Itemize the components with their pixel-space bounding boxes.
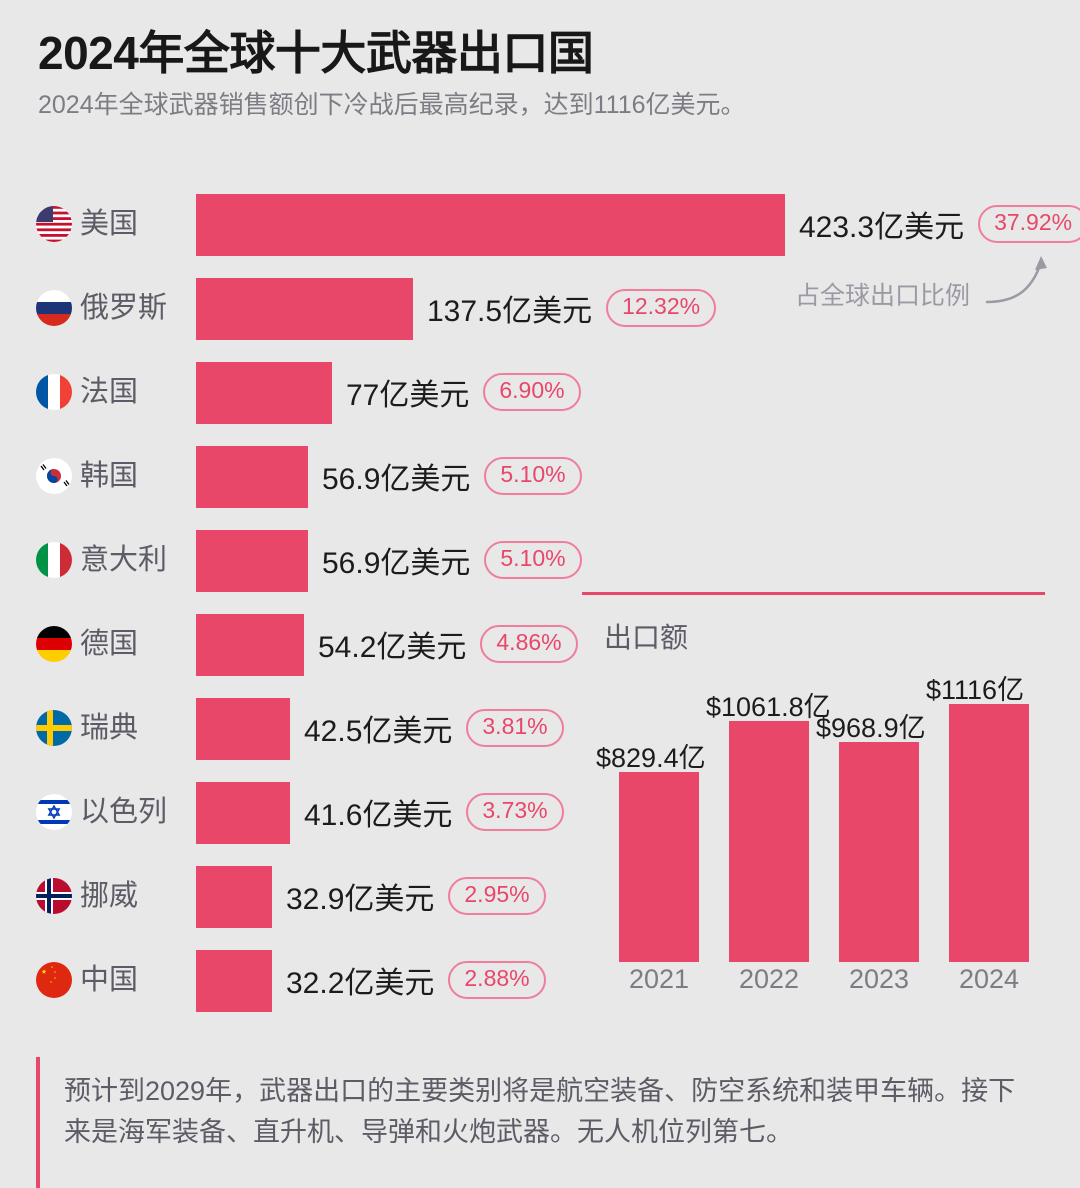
- value-group: 56.9亿美元 5.10%: [322, 454, 582, 498]
- flag-de-icon: [36, 626, 72, 662]
- inset-divider: [582, 592, 1045, 595]
- inset-x-tick-label: 2021: [628, 964, 690, 994]
- value-group: 54.2亿美元 4.86%: [318, 622, 578, 666]
- country-label: 中国: [80, 964, 139, 996]
- page-title: 2024年全球十大武器出口国: [38, 27, 594, 79]
- table-row[interactable]: 以色列 41.6亿美元 3.73%: [0, 774, 1080, 858]
- value-label: 32.2亿美元: [286, 967, 435, 1000]
- table-row[interactable]: 俄罗斯 137.5亿美元 12.32%: [0, 270, 1080, 354]
- flag-kr-icon: [36, 458, 72, 494]
- inset-chart-title: 出口额: [604, 622, 689, 653]
- value-bar: [196, 446, 308, 508]
- inset-bar-value-label: $1116亿: [926, 675, 1025, 705]
- share-badge: 12.32%: [606, 289, 717, 327]
- inset-bar: [839, 742, 919, 962]
- value-label: 77亿美元: [346, 379, 470, 412]
- table-row[interactable]: 中国 32.2亿美元 2.88%: [0, 942, 1080, 1026]
- table-row[interactable]: 瑞典 42.5亿美元 3.81%: [0, 690, 1080, 774]
- table-row[interactable]: 挪威 32.9亿美元 2.95%: [0, 858, 1080, 942]
- country-label: 韩国: [80, 460, 139, 492]
- value-bar: [196, 698, 290, 760]
- page-subtitle: 2024年全球武器销售额创下冷战后最高纪录，达到1116亿美元。: [38, 90, 746, 119]
- value-bar: [196, 362, 332, 424]
- share-badge: 2.95%: [448, 877, 546, 915]
- share-badge: 4.86%: [480, 625, 578, 663]
- value-label: 42.5亿美元: [304, 715, 453, 748]
- inset-x-tick-label: 2022: [738, 964, 800, 994]
- flag-it-icon: [36, 542, 72, 578]
- value-label: 54.2亿美元: [318, 631, 467, 664]
- country-label: 法国: [80, 376, 139, 408]
- value-label: 137.5亿美元: [427, 295, 593, 328]
- value-bar: [196, 278, 413, 340]
- share-badge: 5.10%: [484, 541, 582, 579]
- header: 2024年全球十大武器出口国 2024年全球武器销售额创下冷战后最高纪录，达到1…: [38, 27, 1048, 121]
- country-label: 挪威: [80, 880, 139, 912]
- value-label: 56.9亿美元: [322, 547, 471, 580]
- export-trend-chart: 出口额 $829.4亿 2021 $1061.8亿 2022 $968.9亿 2023 $1…: [582, 592, 1048, 1002]
- share-badge: 3.73%: [466, 793, 564, 831]
- value-bar: [196, 782, 290, 844]
- value-group: 56.9亿美元 5.10%: [322, 538, 582, 582]
- value-label: 423.3亿美元: [799, 211, 965, 244]
- value-bar: [196, 614, 304, 676]
- value-bar: [196, 866, 272, 928]
- table-row[interactable]: 意大利 56.9亿美元 5.10%: [0, 522, 1080, 606]
- share-badge: 37.92%: [978, 205, 1080, 243]
- share-badge: 2.88%: [448, 961, 546, 999]
- footnote-text: 预计到2029年，武器出口的主要类别将是航空装备、防空系统和装甲车辆。接下来是海…: [64, 1076, 1016, 1148]
- value-group: 77亿美元 6.90%: [346, 370, 581, 414]
- flag-no-icon: [36, 878, 72, 914]
- inset-bar: [949, 704, 1029, 962]
- table-row[interactable]: 法国 77亿美元 6.90%: [0, 354, 1080, 438]
- share-badge: 3.81%: [466, 709, 564, 747]
- inset-bar-value-label: $968.9亿: [816, 713, 926, 743]
- flag-us-icon: [36, 206, 72, 242]
- table-row[interactable]: 德国 54.2亿美元 4.86%: [0, 606, 1080, 690]
- value-group: 41.6亿美元 3.73%: [304, 790, 564, 834]
- share-badge: 5.10%: [484, 457, 582, 495]
- share-badge: 6.90%: [483, 373, 581, 411]
- inset-bar: [619, 772, 699, 962]
- inset-bar: [729, 721, 809, 962]
- value-group: 137.5亿美元 12.32%: [427, 286, 717, 330]
- value-group: 42.5亿美元 3.81%: [304, 706, 564, 750]
- country-label: 瑞典: [80, 712, 139, 744]
- inset-plot-area: $829.4亿 2021 $1061.8亿 2022 $968.9亿 2023 $1116亿…: [582, 592, 1048, 994]
- value-label: 41.6亿美元: [304, 799, 453, 832]
- share-annotation-label: 占全球出口比例: [795, 282, 971, 310]
- footnote-accent-bar: [36, 1057, 40, 1188]
- flag-il-icon: [36, 794, 72, 830]
- inset-x-tick-label: 2023: [848, 964, 910, 994]
- value-label: 56.9亿美元: [322, 463, 471, 496]
- value-bar: [196, 950, 272, 1012]
- country-label: 意大利: [80, 544, 168, 576]
- value-group: 32.9亿美元 2.95%: [286, 874, 546, 918]
- inset-x-tick-label: 2024: [958, 964, 1020, 994]
- country-label: 俄罗斯: [80, 292, 168, 324]
- country-bar-list: 美国 423.3亿美元 37.92% 俄罗斯 137.5亿美元 12.32% 法国 77亿美元…: [0, 186, 1080, 1026]
- value-bar: [196, 194, 785, 256]
- country-label: 美国: [80, 208, 139, 240]
- value-group: 423.3亿美元 37.92%: [799, 202, 1080, 246]
- value-group: 32.2亿美元 2.88%: [286, 958, 546, 1002]
- inset-bar-value-label: $1061.8亿: [706, 692, 831, 722]
- table-row[interactable]: 韩国 56.9亿美元 5.10%: [0, 438, 1080, 522]
- flag-se-icon: [36, 710, 72, 746]
- value-label: 32.9亿美元: [286, 883, 435, 916]
- flag-cn-icon: [36, 962, 72, 998]
- flag-fr-icon: [36, 374, 72, 410]
- country-label: 以色列: [80, 796, 168, 828]
- curved-arrow-icon: [985, 252, 1055, 314]
- country-label: 德国: [80, 628, 139, 660]
- footnote: 预计到2029年，武器出口的主要类别将是航空装备、防空系统和装甲车辆。接下来是海…: [36, 1057, 1046, 1188]
- inset-bar-value-label: $829.4亿: [596, 743, 706, 773]
- value-bar: [196, 530, 308, 592]
- flag-ru-icon: [36, 290, 72, 326]
- table-row[interactable]: 美国 423.3亿美元 37.92%: [0, 186, 1080, 270]
